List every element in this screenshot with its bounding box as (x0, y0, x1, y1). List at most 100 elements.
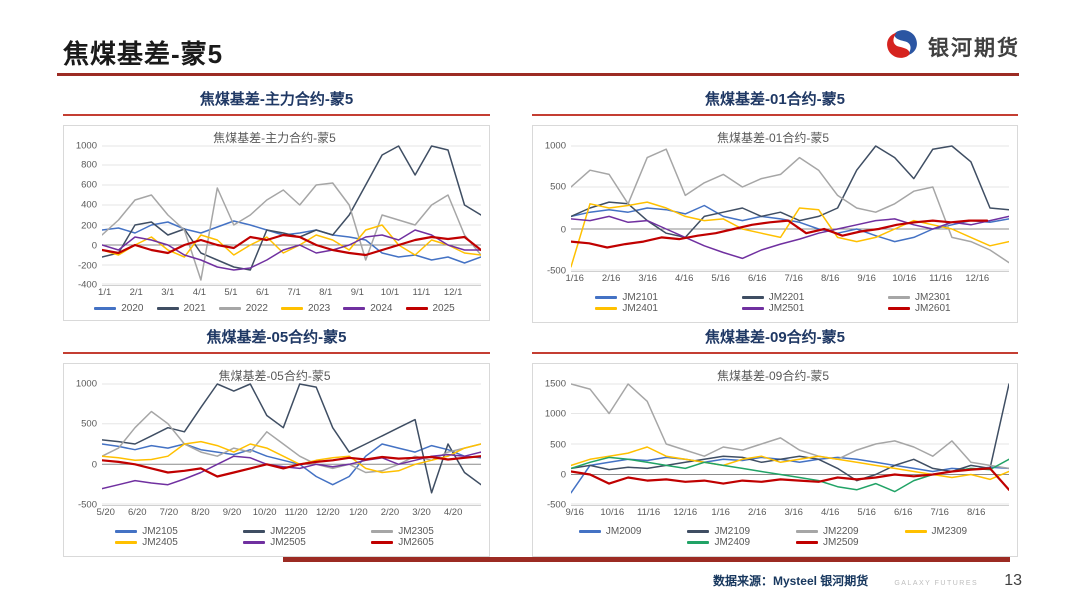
y-tick-label: 500 (81, 418, 97, 430)
legend-label: JM2201 (768, 291, 805, 303)
legend-item: 2024 (343, 303, 393, 314)
legend-swatch-red (888, 306, 911, 310)
legend-swatch-gray (795, 529, 818, 533)
legend-swatch-navy (687, 529, 710, 533)
legend-swatch-purple (243, 540, 266, 544)
legend-swatch-gray (218, 307, 241, 310)
y-tick-label: 600 (81, 179, 97, 191)
galaxy-swirl-icon (884, 26, 920, 67)
x-tick-label: 4/20 (443, 507, 463, 518)
chart-svg (102, 383, 481, 505)
header-divider (57, 73, 1019, 76)
legend-label: 2020 (121, 303, 144, 314)
x-tick-label: 1/16 (711, 507, 730, 518)
legend-swatch-purple (741, 306, 764, 310)
x-tick-label: 12/16 (965, 273, 990, 284)
x-tick-label: 7/16 (784, 273, 803, 284)
footer-divider (283, 557, 1010, 562)
x-tick-label: 5/1 (224, 287, 238, 298)
legend-label: JM2505 (270, 536, 306, 548)
legend-swatch-navy (741, 295, 764, 299)
x-tick-label: 4/1 (192, 287, 207, 298)
legend: JM2105 JM2205 JM2305 JM2405 JM2505 JM2605 (68, 519, 481, 552)
plot-area (571, 383, 1009, 506)
y-tick-label: -200 (77, 260, 97, 272)
legend-item: JM2305 (339, 526, 467, 537)
legend-item: JM2401 (554, 303, 700, 314)
x-tick-label: 9/20 (222, 507, 242, 518)
x-tick-label: 1/1 (98, 287, 112, 298)
legend-swatch-navy (243, 529, 266, 533)
x-tick-label: 8/1 (319, 287, 333, 298)
legend-swatch-gray (371, 529, 394, 533)
x-tick-label: 12/20 (315, 507, 340, 518)
plot-area (102, 383, 481, 506)
chart-05-contract: 焦煤基差-05合约-蒙5 1000 500 0 -500 5/20 6/20 7/20 8/… (63, 363, 490, 557)
legend-swatch-gray (888, 295, 911, 299)
legend-swatch-blue (578, 529, 601, 533)
legend-swatch-blue (115, 529, 138, 533)
legend-swatch-navy (156, 307, 179, 310)
legend-item: 2023 (281, 303, 330, 314)
y-tick-label: 1000 (544, 140, 566, 152)
legend-label: JM2309 (931, 525, 968, 537)
x-tick-label: 10/1 (380, 287, 400, 298)
chart-09-contract: 焦煤基差-09合约-蒙5 1500 1000 500 0 -500 9/16 10/16 1… (532, 363, 1018, 557)
chart-svg (102, 145, 481, 285)
legend-swatch-gold (115, 540, 138, 544)
x-tick-label: 3/16 (784, 507, 803, 518)
x-tick-label: 6/20 (128, 507, 147, 518)
x-tick-label: 9/16 (565, 507, 584, 518)
x-tick-label: 3/1 (161, 287, 175, 298)
y-tick-label: 1000 (544, 408, 566, 420)
chart-panel-main-contract: 焦煤基差-主力合约-蒙5 焦煤基差-主力合约-蒙5 1000 800 600 400 2… (63, 88, 490, 321)
legend-swatch-gold (281, 307, 303, 310)
chart-title: 焦煤基差-05合约-蒙5 (218, 369, 331, 383)
x-tick-label: 5/16 (857, 507, 876, 518)
data-source: 数据来源：Mysteel 银河期货 (712, 574, 869, 588)
x-tick-label: 10/16 (892, 273, 917, 284)
legend-swatch-blue (595, 295, 618, 299)
plot-area (571, 145, 1009, 272)
y-axis: 1000 800 600 400 200 0 -200 -400 (68, 141, 102, 291)
legend-label: JM2305 (398, 525, 434, 537)
legend-label: JM2409 (714, 536, 751, 548)
y-tick-label: 1000 (75, 378, 97, 390)
legend-item: JM2201 (700, 292, 846, 303)
x-axis: 1/16 2/16 3/16 4/16 5/16 6/16 7/16 8/16 9/16 10/1… (565, 272, 1009, 285)
legend-item: JM2505 (210, 537, 338, 548)
legend-swatch-red (795, 540, 818, 544)
x-tick-label: 11/16 (637, 507, 661, 518)
chart-svg (571, 145, 1009, 271)
legend-item: JM2605 (339, 537, 467, 548)
x-tick-label: 10/20 (252, 507, 277, 518)
x-tick-label: 12/16 (673, 507, 698, 518)
y-tick-label: 0 (91, 240, 97, 252)
x-tick-label: 3/16 (638, 273, 657, 284)
legend-item: 2021 (156, 303, 206, 314)
legend-label: JM2301 (915, 291, 951, 303)
x-tick-label: 9/16 (857, 273, 876, 284)
legend-item: 2022 (218, 303, 268, 314)
chart-01-contract: 焦煤基差-01合约-蒙5 1000 500 0 -500 1/16 2/16 3/16 4/… (532, 125, 1018, 323)
legend-label: JM2109 (714, 525, 751, 537)
y-tick-label: 800 (81, 159, 97, 171)
x-tick-label: 6/1 (255, 287, 270, 298)
x-tick-label: 6/16 (893, 507, 913, 518)
x-tick-label: 8/16 (820, 273, 840, 284)
chart-panel-05-contract: 焦煤基差-05合约-蒙5 焦煤基差-05合约-蒙5 1000 500 0 -500 5… (63, 326, 490, 557)
x-tick-label: 2/20 (380, 507, 400, 518)
y-axis: 1000 500 0 -500 (537, 141, 571, 277)
y-tick-label: 0 (560, 224, 566, 236)
legend-label: 2023 (308, 303, 331, 314)
company-logo: 银河期货 (884, 26, 1020, 67)
legend-item: JM2409 (664, 537, 773, 548)
legend-swatch-red (405, 307, 428, 310)
legend-item: JM2009 (556, 526, 665, 537)
x-tick-label: 5/20 (96, 507, 115, 518)
brand-wordmark: GALAXY FUTURES (894, 580, 979, 587)
legend-label: JM2401 (622, 302, 658, 314)
legend-item: JM2601 (846, 303, 992, 314)
y-tick-label: 0 (560, 469, 566, 481)
chart-title: 焦煤基差-01合约-蒙5 (716, 131, 829, 145)
